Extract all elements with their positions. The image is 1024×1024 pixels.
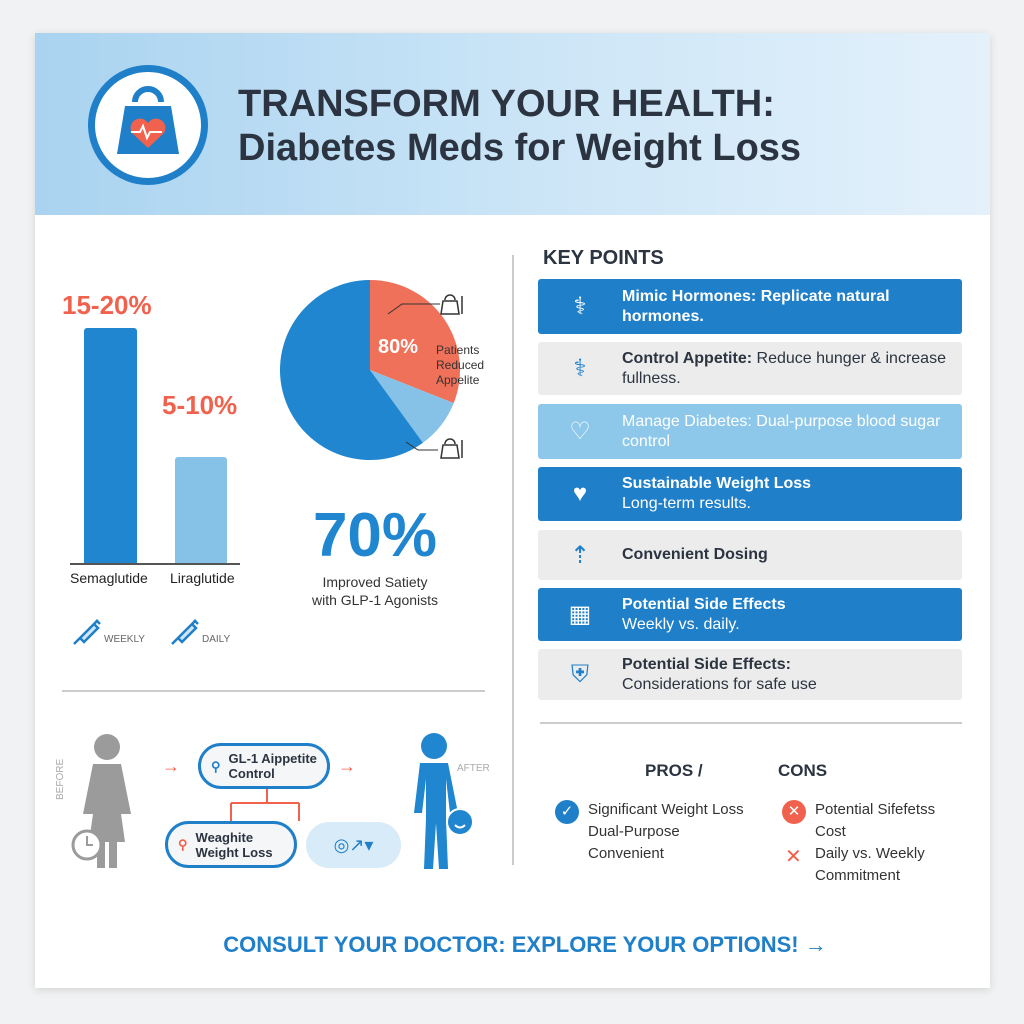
divider [62, 690, 485, 692]
pie-chart [279, 280, 463, 460]
key-points-heading: KEY POINTS [543, 247, 664, 269]
pill-text: Weaghite [195, 829, 254, 845]
key-point-text-wrap: Convenient Dosing [622, 545, 768, 565]
bar-label-semaglutide: 15-20% [62, 290, 152, 320]
arrow-right-icon: → [338, 756, 356, 776]
key-point-row: ⛨ Potential Side Effects: Considerations f… [538, 649, 962, 700]
cons-list: Potential Sifefetss Cost Daily vs. Weekl… [815, 799, 935, 887]
syringe-icon [70, 618, 104, 653]
pie-annotation: Patients Reduced Appelite [436, 343, 485, 387]
key-point-title: Potential Side Effects: [622, 655, 791, 673]
brain-scale-icon: ◎↗▾ [306, 822, 401, 868]
pie-data-label: 80% [378, 336, 419, 358]
key-point-text: Weekly vs. daily. [622, 615, 740, 633]
key-point-row: ♡ Manage Diabetes: Dual-purpose blood sug… [538, 404, 962, 459]
key-point-text-wrap: Control Appetite: Reduce hunger & increa… [622, 349, 962, 389]
key-point-title: Sustainable Weight Loss [622, 475, 812, 492]
category-liraglutide: Liraglutide [170, 570, 235, 586]
con-item: Daily vs. Weekly [815, 845, 925, 862]
category-semaglutide: Semaglutide [70, 570, 148, 586]
x-icon: ✕ [785, 846, 802, 868]
dna-icon: ⚕ [573, 355, 587, 382]
stat-line-2: with GLP-1 Agonists [311, 592, 439, 608]
key-point-text-wrap: Mimic Hormones: Replicate natural hormon… [622, 287, 962, 327]
key-point-row: ♥ Sustainable Weight Loss Long-term result… [538, 467, 962, 521]
leader-line [405, 441, 438, 451]
title-line-1: TRANSFORM YOUR HEALTH: [238, 83, 775, 125]
key-point-text: Considerations for safe use [622, 675, 817, 693]
pros-list: Significant Weight Loss Dual-Purpose Con… [588, 799, 744, 865]
key-point-row: ⚕ Control Appetite: Reduce hunger & incre… [538, 342, 962, 395]
kettlebell-heart-icon [88, 65, 208, 185]
key-point-row: ⚕ Mimic Hormones: Replicate natural hormo… [538, 279, 962, 334]
key-point-row: ▦ Potential Side Effects Weekly vs. daily. [538, 588, 962, 641]
x-circle-icon: ✕ [782, 800, 806, 824]
shield-plus-icon: ⛨ [571, 660, 589, 688]
stat-value: 70% [312, 501, 438, 570]
kettlebell-fork-icon [440, 438, 463, 459]
pill-text: GL-1 Aippetite [228, 751, 317, 766]
weight-loss-pill: ⚲ Weaghite Weight Loss [165, 821, 297, 868]
key-point-title: Control Appetite: [622, 349, 753, 367]
arrows-up-icon: ⇡ [569, 541, 591, 569]
bar-label-liraglutide: 5-10% [162, 390, 238, 420]
key-point-row: ⇡ Convenient Dosing [538, 530, 962, 580]
after-label: AFTER [457, 763, 490, 774]
bar-semaglutide [84, 327, 137, 563]
check-icon: ✓ [555, 800, 579, 824]
key-point-text-wrap: Potential Side Effects: Considerations fo… [622, 655, 817, 695]
divider [540, 722, 962, 724]
stat-line-1: Improved Satiety [322, 574, 428, 590]
pro-item: Significant Weight Loss [588, 801, 744, 818]
bar-liraglutide [175, 456, 227, 563]
pro-item: Convenient [588, 845, 664, 862]
pill-text: Weight Loss [195, 844, 273, 860]
key-point-text-wrap: Manage Diabetes: Dual-purpose blood suga… [622, 412, 962, 452]
arrow-right-icon: → [162, 756, 180, 776]
before-label: BEFORE [55, 758, 66, 800]
pie-slice-light [370, 370, 454, 443]
pro-item: Dual-Purpose [588, 823, 680, 840]
key-point-title: Potential Side Effects [622, 595, 786, 613]
key-point-text: Manage Diabetes: Dual-purpose blood suga… [622, 412, 941, 450]
key-point-title: Convenient Dosing [622, 546, 768, 563]
bar-baseline [70, 563, 240, 565]
appetite-control-pill: ⚲ GL-1 Aippetite Control [198, 743, 330, 789]
key-point-text-wrap: Sustainable Weight Loss Long-term results… [622, 474, 811, 514]
key-point-text: Long-term results. [622, 495, 751, 512]
con-item: Commitment [815, 867, 901, 884]
kettlebell-fork-icon [440, 294, 463, 315]
calendar-icon: ▦ [568, 601, 592, 628]
con-item: Cost [815, 823, 846, 840]
key-point-text-wrap: Potential Side Effects Weekly vs. daily. [622, 595, 786, 635]
heart-icon: ♡ [569, 418, 591, 445]
syringe-icon [168, 618, 202, 653]
leaf-heart-icon: ♥ [572, 480, 588, 507]
leader-line [387, 303, 440, 315]
molecule-icon: ⚲ [178, 837, 188, 852]
key-point-title: Mimic Hormones: Replicate natural hormon… [622, 287, 890, 325]
key-point-text: Reduce hunger & increase fullness. [622, 349, 946, 387]
pie-slice-blue [279, 280, 423, 460]
cons-heading: CONS [778, 761, 828, 780]
person-before-icon [71, 734, 131, 868]
dosing-weekly: WEEKLY [104, 634, 145, 645]
molecule-icon: ⚲ [211, 758, 221, 774]
dosing-daily: DAILY [202, 634, 231, 645]
title-line-2: Diabetes Meds for Weight Loss [238, 127, 802, 169]
con-item: Potential Sifefetss [815, 801, 936, 818]
pill-text: Control [228, 766, 275, 781]
stat-caption: Improved Satiety with GLP-1 Agonists [280, 573, 470, 609]
dna-icon: ⚕ [573, 293, 587, 320]
divider [512, 255, 514, 865]
person-after-icon [414, 733, 474, 869]
cta-link[interactable]: CONSULT YOUR DOCTOR: EXPLORE YOUR OPTION… [223, 932, 827, 957]
connector-lines [230, 789, 300, 821]
pros-heading: PROS / [645, 761, 703, 780]
